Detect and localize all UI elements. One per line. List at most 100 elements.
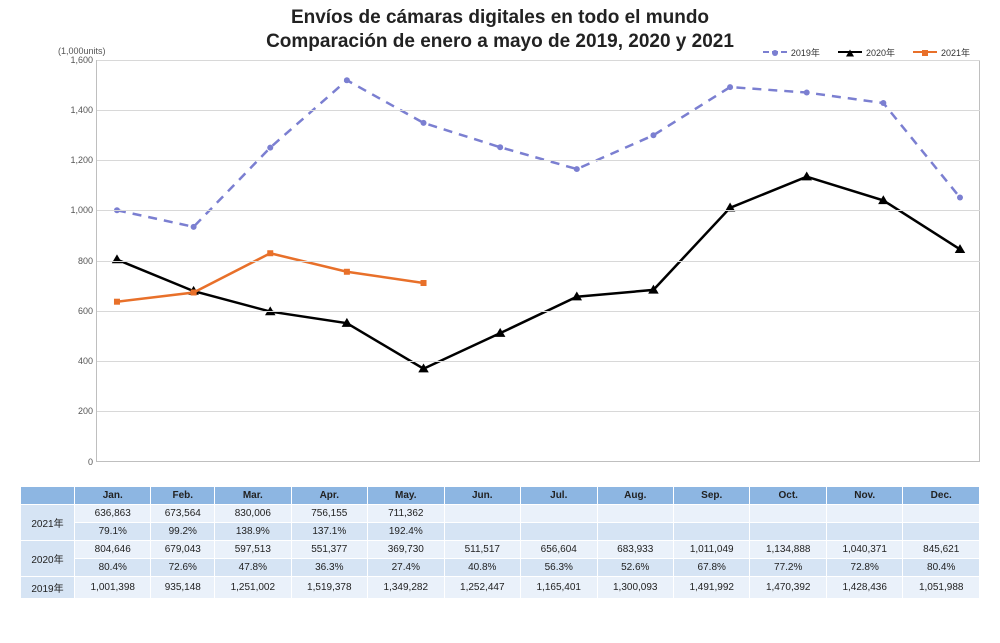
legend: 2019年 2020年 2021年 [763, 46, 970, 59]
table-cell: 36.3% [291, 558, 367, 576]
table-cell [750, 504, 826, 522]
gridline [97, 60, 980, 61]
table-cell: 683,933 [597, 540, 673, 558]
series-marker-2019 [344, 77, 350, 83]
table-cell [597, 504, 673, 522]
table-cell: 935,148 [151, 576, 215, 598]
series-marker-2019 [880, 100, 886, 106]
table-cell: 1,491,992 [673, 576, 749, 598]
table-cell [673, 522, 749, 540]
table-cell: 511,517 [444, 540, 520, 558]
table-cell: 77.2% [750, 558, 826, 576]
y-tick-label: 800 [61, 256, 93, 266]
table-cell: 597,513 [215, 540, 291, 558]
table-cell: 52.6% [597, 558, 673, 576]
table-row: 2020年804,646679,043597,513551,377369,730… [21, 540, 980, 558]
table-cell [750, 522, 826, 540]
series-marker-2021 [344, 268, 350, 274]
table-cell: 192.4% [368, 522, 444, 540]
table-cell: 72.6% [151, 558, 215, 576]
y-tick-label: 1,400 [61, 105, 93, 115]
table-cell: 1,300,093 [597, 576, 673, 598]
table-cell: 1,001,398 [75, 576, 151, 598]
series-marker-2021 [421, 280, 427, 286]
table-cell [597, 522, 673, 540]
series-marker-2019 [497, 144, 503, 150]
table-header-cell: Jul. [521, 486, 597, 504]
table-cell [444, 522, 520, 540]
table-row: 2021年636,863673,564830,006756,155711,362 [21, 504, 980, 522]
series-marker-2021 [267, 250, 273, 256]
legend-label-2020: 2020年 [866, 46, 895, 59]
table-header-cell: Aug. [597, 486, 673, 504]
legend-swatch-2021 [913, 51, 937, 53]
table-cell: 1,040,371 [826, 540, 902, 558]
y-tick-label: 1,000 [61, 205, 93, 215]
gridline [97, 361, 980, 362]
table-cell: 1,349,282 [368, 576, 444, 598]
gridline [97, 160, 980, 161]
gridline [97, 210, 980, 211]
table-cell: 72.8% [826, 558, 902, 576]
table-header-cell: Oct. [750, 486, 826, 504]
gridline [97, 110, 980, 111]
table-cell: 1,519,378 [291, 576, 367, 598]
table-cell: 79.1% [75, 522, 151, 540]
table-cell [826, 522, 902, 540]
table-row: Jan.Feb.Mar.Apr.May.Jun.Jul.Aug.Sep.Oct.… [21, 486, 980, 504]
table-cell [521, 522, 597, 540]
legend-item-2019: 2019年 [763, 46, 820, 59]
table-cell: 804,646 [75, 540, 151, 558]
y-tick-label: 1,200 [61, 155, 93, 165]
series-marker-2019 [650, 132, 656, 138]
table-cell [826, 504, 902, 522]
table-cell: 2020年 [21, 540, 75, 576]
table-cell: 2019年 [21, 576, 75, 598]
legend-label-2019: 2019年 [791, 46, 820, 59]
table-cell: 67.8% [673, 558, 749, 576]
table-cell [444, 504, 520, 522]
table-cell: 137.1% [291, 522, 367, 540]
table-cell: 679,043 [151, 540, 215, 558]
table-header-cell: Dec. [903, 486, 980, 504]
table-cell: 1,011,049 [673, 540, 749, 558]
table-header-cell: Feb. [151, 486, 215, 504]
table-cell: 80.4% [903, 558, 980, 576]
table-cell: 1,165,401 [521, 576, 597, 598]
table-cell [903, 522, 980, 540]
gridline [97, 411, 980, 412]
table-cell: 756,155 [291, 504, 367, 522]
chart-container: Envíos de cámaras digitales en todo el m… [0, 0, 1000, 643]
chart-area: (1,000units) 2019年 2020年 2021年 020040060… [60, 60, 980, 480]
table-cell: 711,362 [368, 504, 444, 522]
table-cell: 1,134,888 [750, 540, 826, 558]
table-cell: 1,051,988 [903, 576, 980, 598]
table-header-cell: Nov. [826, 486, 902, 504]
table-cell [903, 504, 980, 522]
data-table: Jan.Feb.Mar.Apr.May.Jun.Jul.Aug.Sep.Oct.… [20, 486, 980, 599]
table-cell: 27.4% [368, 558, 444, 576]
y-tick-label: 200 [61, 406, 93, 416]
table-cell: 830,006 [215, 504, 291, 522]
table-cell: 56.3% [521, 558, 597, 576]
table-header-cell: Apr. [291, 486, 367, 504]
table-header-cell: May. [368, 486, 444, 504]
table-row: 2019年1,001,398935,1481,251,0021,519,3781… [21, 576, 980, 598]
table-row: 80.4%72.6%47.8%36.3%27.4%40.8%56.3%52.6%… [21, 558, 980, 576]
legend-item-2021: 2021年 [913, 46, 970, 59]
series-marker-2019 [267, 144, 273, 150]
series-marker-2019 [727, 84, 733, 90]
series-marker-2019 [804, 89, 810, 95]
table-header-cell: Mar. [215, 486, 291, 504]
y-tick-label: 1,600 [61, 55, 93, 65]
gridline [97, 311, 980, 312]
table-cell: 80.4% [75, 558, 151, 576]
series-marker-2021 [114, 298, 120, 304]
table-header-cell: Sep. [673, 486, 749, 504]
table-cell: 1,470,392 [750, 576, 826, 598]
legend-item-2020: 2020年 [838, 46, 895, 59]
table-cell [521, 504, 597, 522]
series-line-2020 [117, 176, 960, 368]
table-cell: 47.8% [215, 558, 291, 576]
y-tick-label: 400 [61, 356, 93, 366]
